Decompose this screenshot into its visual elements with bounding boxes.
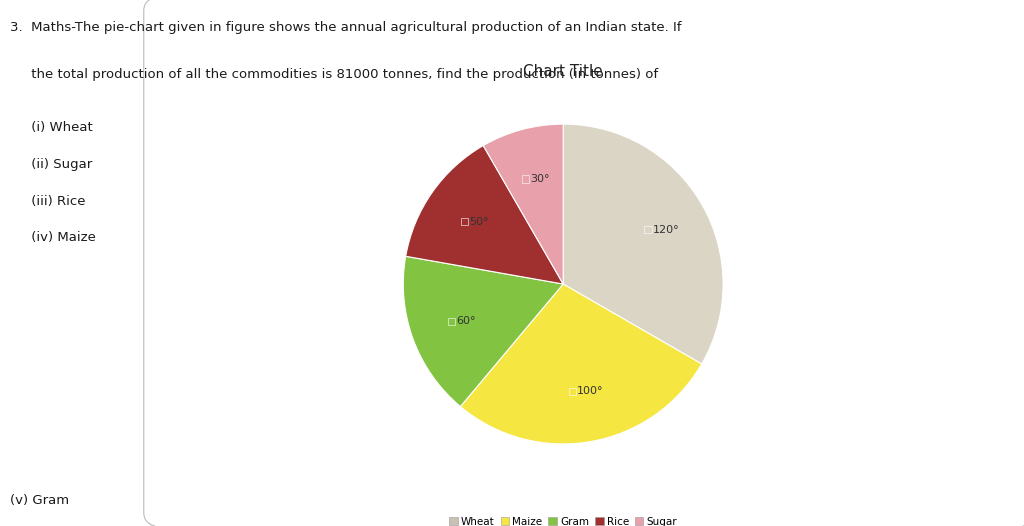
Text: the total production of all the commodities is 81000 tonnes, find the production: the total production of all the commodit… xyxy=(10,68,658,82)
Bar xyxy=(644,226,651,233)
Bar xyxy=(461,218,468,225)
Legend: Wheat, Maize, Gram, Rice, Sugar: Wheat, Maize, Gram, Rice, Sugar xyxy=(445,512,681,526)
Bar xyxy=(449,318,456,325)
Text: (v) Gram: (v) Gram xyxy=(10,494,70,508)
Text: 30°: 30° xyxy=(530,174,550,184)
Text: 120°: 120° xyxy=(652,225,679,235)
Text: (ii) Sugar: (ii) Sugar xyxy=(10,158,92,171)
Text: 100°: 100° xyxy=(578,386,603,396)
Text: (i) Wheat: (i) Wheat xyxy=(10,121,93,134)
Wedge shape xyxy=(563,124,723,364)
Bar xyxy=(569,388,577,394)
Wedge shape xyxy=(483,124,563,284)
FancyBboxPatch shape xyxy=(143,0,1024,526)
Text: (iii) Rice: (iii) Rice xyxy=(10,195,86,208)
Wedge shape xyxy=(406,146,563,284)
Text: 60°: 60° xyxy=(456,316,475,326)
Wedge shape xyxy=(403,256,563,407)
Wedge shape xyxy=(461,284,701,444)
Text: 3.  Maths-The pie-chart given in figure shows the annual agricultural production: 3. Maths-The pie-chart given in figure s… xyxy=(10,21,682,34)
Text: (iv) Maize: (iv) Maize xyxy=(10,231,96,245)
Text: 50°: 50° xyxy=(469,217,488,227)
Title: Chart Title: Chart Title xyxy=(523,64,603,79)
Bar xyxy=(522,175,529,183)
